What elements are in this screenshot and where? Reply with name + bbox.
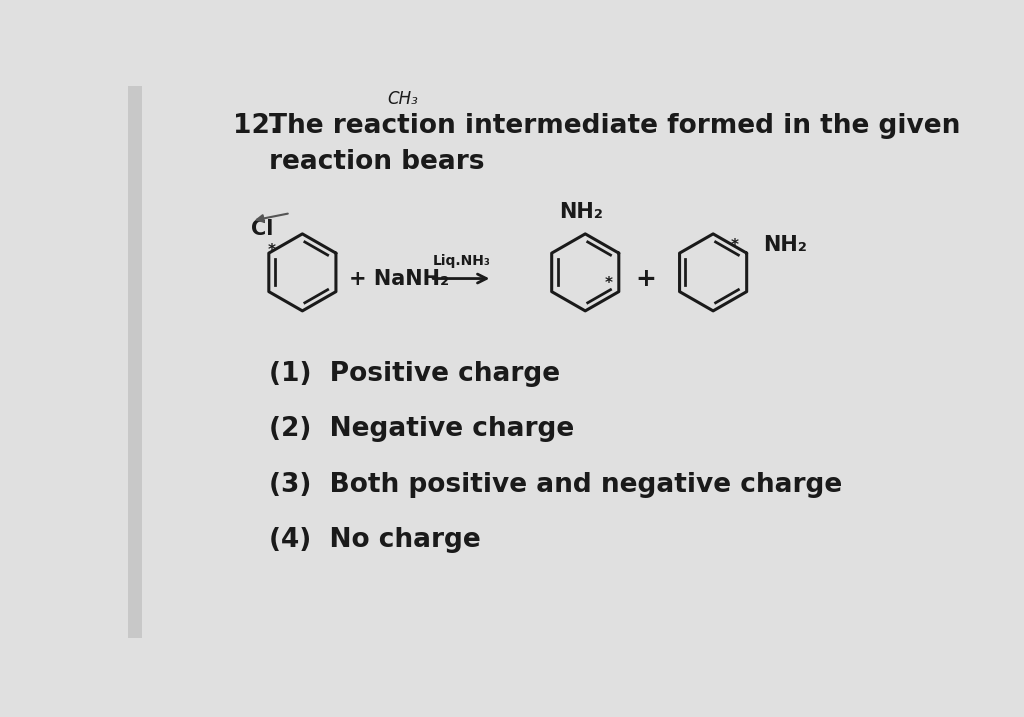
Text: (4)  No charge: (4) No charge [269, 527, 481, 554]
Text: (1)  Positive charge: (1) Positive charge [269, 361, 560, 387]
Text: reaction bears: reaction bears [269, 149, 484, 175]
Text: (2)  Negative charge: (2) Negative charge [269, 417, 574, 442]
Text: +: + [635, 267, 656, 290]
Text: Cl: Cl [252, 219, 273, 239]
Text: *: * [268, 242, 275, 257]
Text: CH₃: CH₃ [388, 90, 419, 108]
Bar [128, 86, 142, 638]
Text: 12.: 12. [232, 113, 280, 139]
Text: The reaction intermediate formed in the given: The reaction intermediate formed in the … [269, 113, 961, 139]
Text: Liq.NH₃: Liq.NH₃ [432, 254, 490, 267]
Text: NH₂: NH₂ [559, 202, 603, 222]
Text: NH₂: NH₂ [764, 235, 807, 255]
Text: *: * [604, 277, 612, 291]
Text: + NaNH₂: + NaNH₂ [349, 269, 449, 288]
Text: *: * [730, 238, 738, 253]
Text: (3)  Both positive and negative charge: (3) Both positive and negative charge [269, 472, 843, 498]
